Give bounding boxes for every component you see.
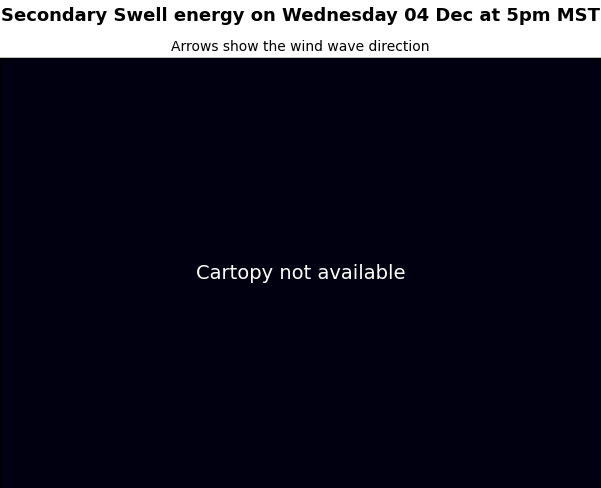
Text: Arrows show the wind wave direction: Arrows show the wind wave direction	[171, 40, 430, 54]
Text: Cartopy not available: Cartopy not available	[196, 264, 405, 283]
Text: Secondary Swell energy on Wednesday 04 Dec at 5pm MST: Secondary Swell energy on Wednesday 04 D…	[1, 7, 600, 25]
